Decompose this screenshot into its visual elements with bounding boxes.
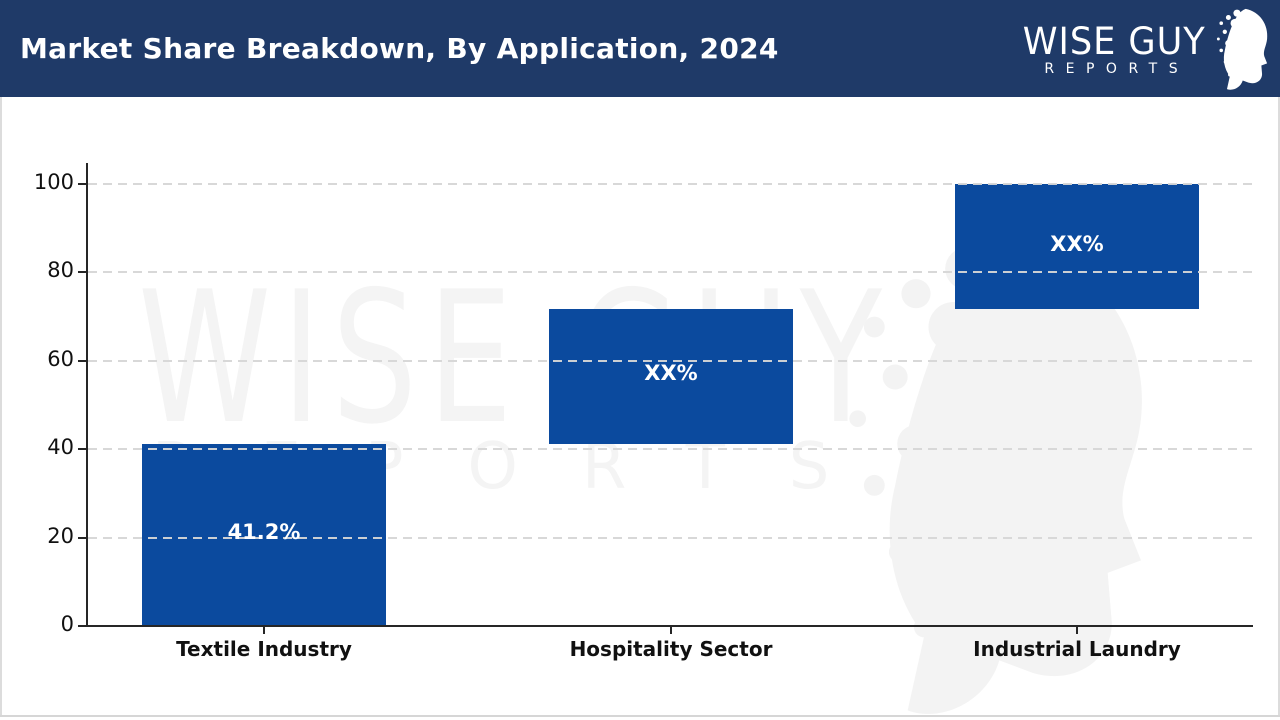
gridline-80 <box>88 271 1253 274</box>
y-tick-label-100: 100 <box>33 170 74 194</box>
x-axis-line <box>86 625 1253 627</box>
gridline-60 <box>88 359 1253 362</box>
bar-label-textile-industry: 41.2% <box>227 519 301 544</box>
y-tick-60 <box>78 359 87 362</box>
category-label-textile-industry: Textile Industry <box>176 637 352 661</box>
y-tick-label-60: 60 <box>47 346 74 371</box>
category-label-hospitality-sector: Hospitality Sector <box>569 637 773 661</box>
gridline-40 <box>88 448 1253 451</box>
logo-reports-label: REPORTS <box>1044 61 1190 77</box>
chart-title: Market Share Breakdown, By Application, … <box>20 32 779 65</box>
gridline-20 <box>88 536 1253 539</box>
x-tick-industrial-laundry <box>1076 627 1078 634</box>
y-tick-label-20: 20 <box>47 523 74 548</box>
wiseguy-logo-text: WISE GUY REPORTS <box>1018 20 1210 77</box>
chart-area: WISE GUY REPORTS 0 20 40 60 80 100 41.2% Textil… <box>0 97 1280 720</box>
bar-textile-industry <box>142 443 386 626</box>
wiseguy-logo: WISE GUY REPORTS <box>1018 6 1274 92</box>
bar-hospitality-sector <box>549 309 793 444</box>
y-tick-20 <box>78 536 87 539</box>
plot: 0 20 40 60 80 100 41.2% Textile Industry XX% Hosp… <box>0 97 1280 720</box>
y-tick-label-0: 0 <box>60 612 74 636</box>
x-tick-hospitality-sector <box>670 627 672 634</box>
y-tick-label-80: 80 <box>47 258 74 283</box>
y-tick-40 <box>78 448 87 451</box>
y-axis-line <box>86 163 88 627</box>
y-tick-label-40: 40 <box>47 435 74 460</box>
y-tick-80 <box>78 271 87 274</box>
image-bottom-border <box>0 715 1280 717</box>
image-left-border <box>0 97 2 717</box>
wiseguy-head-icon <box>1216 8 1268 90</box>
bar-label-industrial-laundry: XX% <box>1050 231 1104 256</box>
y-tick-100 <box>78 183 87 185</box>
x-tick-textile-industry <box>263 627 265 634</box>
category-label-industrial-laundry: Industrial Laundry <box>973 637 1181 661</box>
bar-label-hospitality-sector: XX% <box>644 361 698 386</box>
y-tick-0 <box>78 625 87 627</box>
bar-industrial-laundry <box>955 184 1199 310</box>
logo-wiseguy-label: WISE GUY <box>1022 20 1206 63</box>
gridline-100 <box>88 183 1253 185</box>
image-right-border <box>1278 97 1280 717</box>
header-bar: Market Share Breakdown, By Application, … <box>0 0 1280 97</box>
